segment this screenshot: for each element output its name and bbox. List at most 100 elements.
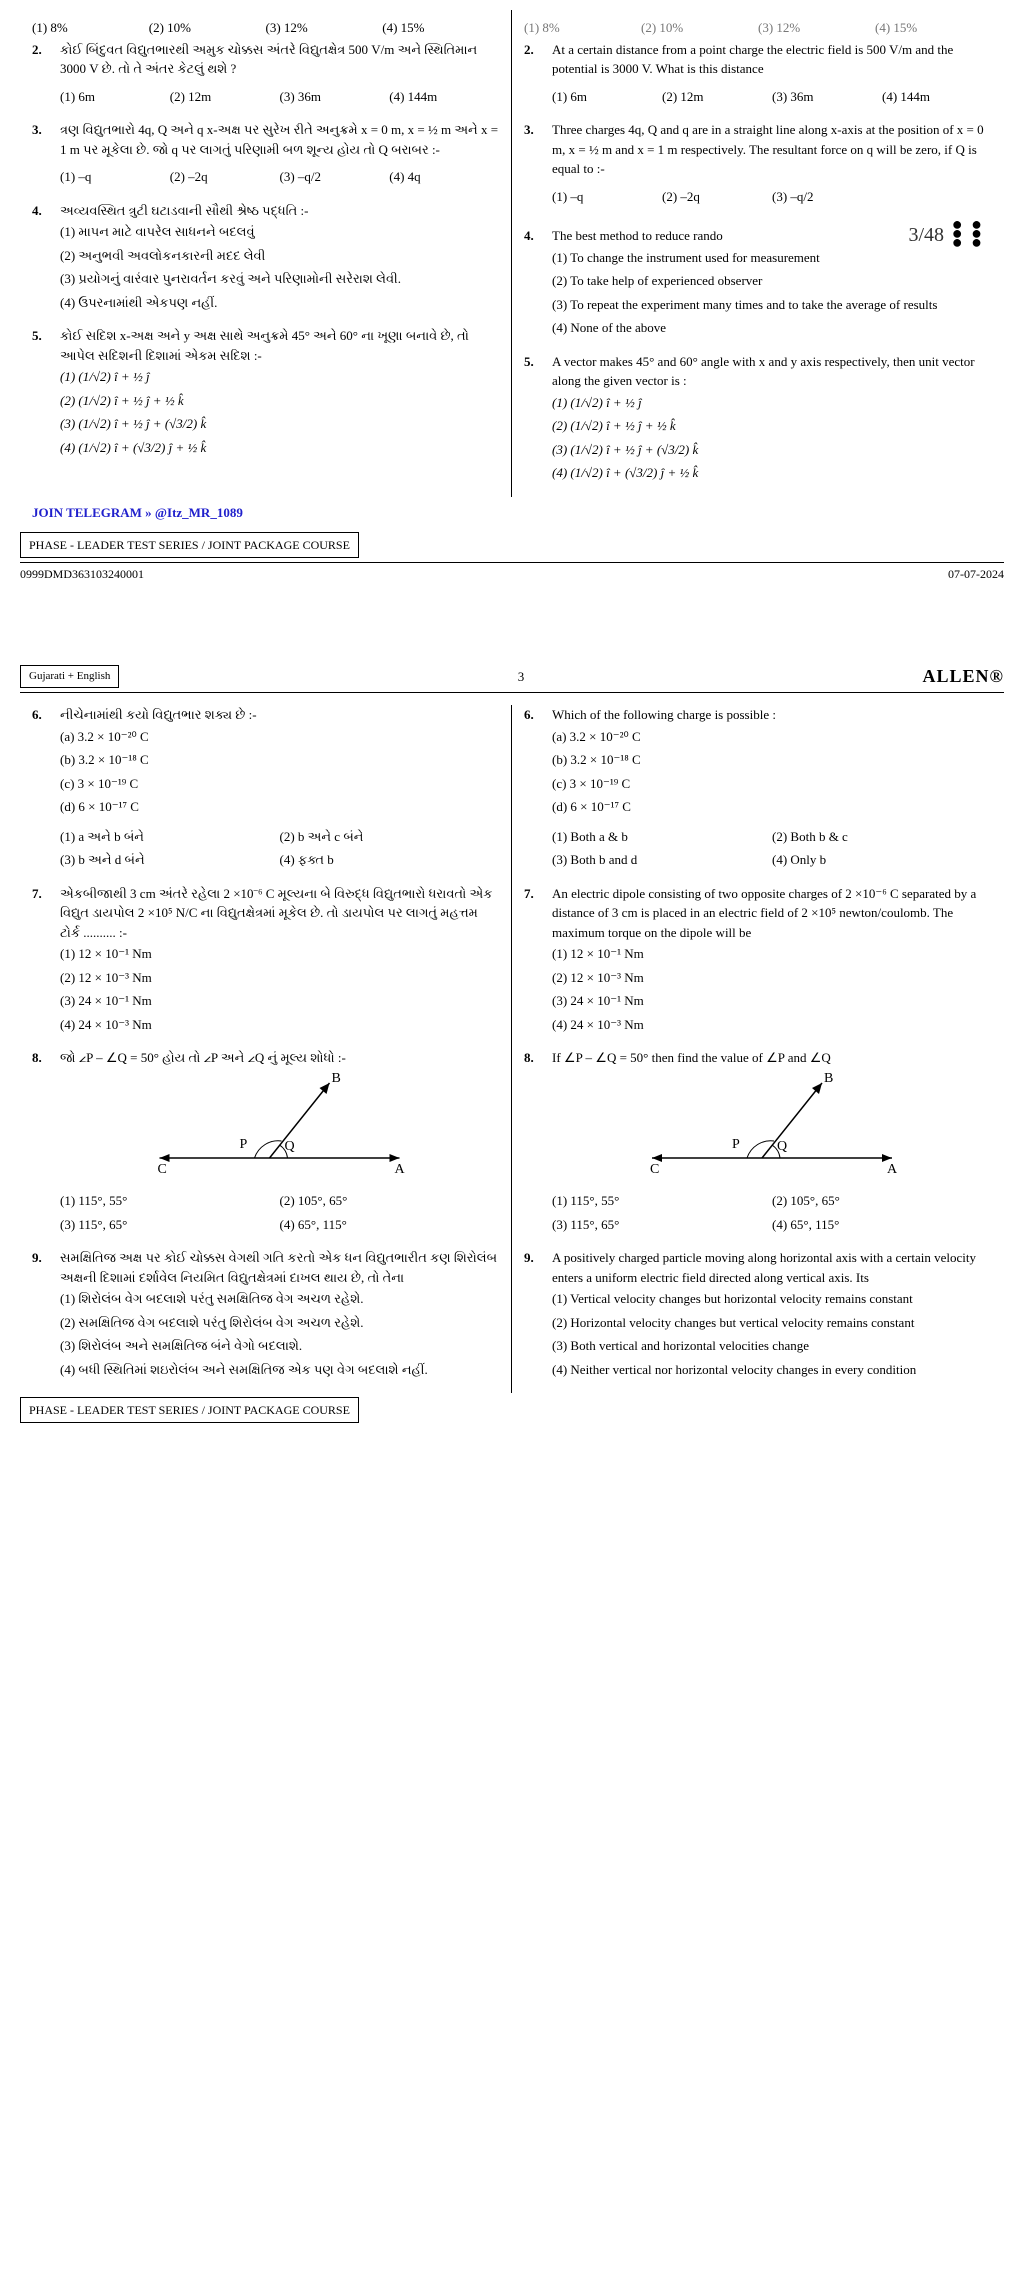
telegram-link[interactable]: JOIN TELEGRAM » @Itz_MR_1089 (20, 497, 1004, 529)
opt: (4) 65°, 115° (280, 1213, 500, 1237)
page-counter: 3/48 (908, 220, 944, 250)
sub-opt: (a) 3.2 × 10⁻²⁰ C (552, 725, 992, 749)
footer-date: 07-07-2024 (948, 565, 1004, 583)
opt: (2) (1/√2) î + ½ ĵ + ½ k̂ (60, 389, 499, 413)
opt: (2) 12 × 10⁻³ Nm (60, 966, 499, 990)
footer: 0999DMD363103240001 07-07-2024 (20, 562, 1004, 583)
opt: (4) 65°, 115° (772, 1213, 992, 1237)
opt: (2) 10% (641, 16, 758, 40)
q-num: 4. (524, 226, 552, 340)
two-column-layout-2: 6. નીચેનામાંથી કયો વિદ્યુતભાર શક્ય છે :-… (20, 705, 1004, 1393)
q-body: કોઈ સદિશ x-અક્ષ અને y અક્ષ સાથે અનુક્રમે… (60, 326, 499, 459)
angle-diagram: B P Q C A (60, 1068, 499, 1178)
q-body: જો ∠P – ∠Q = 50° હોય તો ∠P અને ∠Q નું મૂ… (60, 1048, 499, 1236)
opt: (4) 144m (389, 85, 499, 109)
opt: (1) –q (552, 185, 662, 209)
opt: (4) 4q (389, 165, 499, 189)
opt: (4) બધી સ્થિતિમાં શઇરોલંબ અને સમક્ષિતિજ … (60, 1358, 499, 1382)
lang-label: Gujarati + English (20, 665, 119, 688)
opt: (3) 115°, 65° (60, 1213, 280, 1237)
q-text: If ∠P – ∠Q = 50° then find the value of … (552, 1048, 992, 1068)
q-text: A vector makes 45° and 60° angle with x … (552, 352, 992, 391)
q9-left: 9. સમક્ષિતિજ અક્ષ પર કોઈ ચોક્કસ વેગથી ગત… (32, 1248, 499, 1381)
q-num: 9. (524, 1248, 552, 1381)
opt: (1) Vertical velocity changes but horizo… (552, 1287, 992, 1311)
q4-left: 4. અવ્યવસ્થિત ત્રુટી ઘટાડવાની સૌથી શ્રેષ… (32, 201, 499, 315)
q-num: 4. (32, 201, 60, 315)
allen-logo: ALLEN® (923, 663, 1004, 690)
opt: (3) To repeat the experiment many times … (552, 293, 992, 317)
menu-dots-icon[interactable]: ● ●● ●● ● (952, 220, 984, 247)
q7-left: 7. એકબીજાથી 3 cm અંતરે રહેલા 2 ×10⁻⁶ C મ… (32, 884, 499, 1037)
left-column: (1) 8% (2) 10% (3) 12% (4) 15% 2. કોઈ બિ… (20, 10, 512, 497)
opt: (2) Both b & c (772, 825, 992, 849)
q-body: સમક્ષિતિજ અક્ષ પર કોઈ ચોક્કસ વેગથી ગતિ ક… (60, 1248, 499, 1381)
q-body: Which of the following charge is possibl… (552, 705, 992, 872)
opt: (4) 15% (382, 16, 499, 40)
label-P: P (732, 1137, 740, 1152)
page2-header: Gujarati + English 3 ALLEN® (20, 663, 1004, 693)
opt: (3) b અને d બંને (60, 848, 280, 872)
q-num: 7. (524, 884, 552, 1037)
opt: (3) (1/√2) î + ½ ĵ + (√3/2) k̂ (60, 412, 499, 436)
opt: (2) 105°, 65° (772, 1189, 992, 1213)
sub-opt: (d) 6 × 10⁻¹⁷ C (60, 795, 499, 819)
q-num: 2. (32, 40, 60, 109)
right-column: (1) 8% (2) 10% (3) 12% (4) 15% 2. At a c… (512, 10, 1004, 497)
q-body: એકબીજાથી 3 cm અંતરે રહેલા 2 ×10⁻⁶ C મૂલ્… (60, 884, 499, 1037)
opt: (1) 8% (32, 16, 149, 40)
two-column-layout: (1) 8% (2) 10% (3) 12% (4) 15% 2. કોઈ બિ… (20, 10, 1004, 497)
opt: (3) પ્રયોગનું વારંવાર પુનરાવર્તન કરવું અ… (60, 267, 499, 291)
opt: (4) (1/√2) î + (√3/2) ĵ + ½ k̂ (60, 436, 499, 460)
footer-code: 0999DMD363103240001 (20, 565, 144, 583)
opt: (1) (1/√2) î + ½ ĵ (552, 391, 992, 415)
label-C: C (650, 1162, 659, 1177)
label-B: B (824, 1071, 833, 1086)
q1-options-left: (1) 8% (2) 10% (3) 12% (4) 15% (32, 16, 499, 40)
opt: (3) Both vertical and horizontal velocit… (552, 1334, 992, 1358)
opt: (2) 12m (662, 85, 772, 109)
q-text: An electric dipole consisting of two opp… (552, 884, 992, 943)
phase-label: PHASE - LEADER TEST SERIES / JOINT PACKA… (20, 532, 359, 558)
q-num: 3. (32, 120, 60, 189)
opt: (1) 12 × 10⁻¹ Nm (60, 942, 499, 966)
opt: (1) 115°, 55° (60, 1189, 280, 1213)
opt: (4) ઉપરનામાંથી એકપણ નહીં. (60, 291, 499, 315)
sub-opt: (d) 6 × 10⁻¹⁷ C (552, 795, 992, 819)
opt: (4) ફક્ત b (280, 848, 500, 872)
sub-opt: (c) 3 × 10⁻¹⁹ C (60, 772, 499, 796)
opt: (3) 24 × 10⁻¹ Nm (552, 989, 992, 1013)
page-number: 3 (518, 667, 525, 687)
opt: (1) માપન માટે વાપરેલ સાધનને બદલવું (60, 220, 499, 244)
q-num: 8. (524, 1048, 552, 1236)
opt: (3) –q/2 (772, 185, 882, 209)
q-num: 7. (32, 884, 60, 1037)
label-C: C (158, 1162, 167, 1177)
opt: (1) a અને b બંને (60, 825, 280, 849)
q3-left: 3. ત્રણ વિદ્યુતભારો 4q, Q અને q x-અક્ષ પ… (32, 120, 499, 189)
opt: (1) શિરોલંબ વેગ બદલાશે પરંતુ સમક્ષિતિજ વ… (60, 1287, 499, 1311)
sub-opt: (b) 3.2 × 10⁻¹⁸ C (552, 748, 992, 772)
q-text: A positively charged particle moving alo… (552, 1248, 992, 1287)
q3-right: 3. Three charges 4q, Q and q are in a st… (524, 120, 992, 208)
opt: (3) Both b and d (552, 848, 772, 872)
q-text: કોઈ સદિશ x-અક્ષ અને y અક્ષ સાથે અનુક્રમે… (60, 326, 499, 365)
opt: (2) (1/√2) î + ½ ĵ + ½ k̂ (552, 414, 992, 438)
q-body: At a certain distance from a point charg… (552, 40, 992, 109)
opt: (4) (1/√2) î + (√3/2) ĵ + ½ k̂ (552, 461, 992, 485)
opt: (2) To take help of experienced observer (552, 269, 992, 293)
opt: (3) 12% (758, 16, 875, 40)
opt: (3) –q/2 (280, 165, 390, 189)
q5-left: 5. કોઈ સદિશ x-અક્ષ અને y અક્ષ સાથે અનુક્… (32, 326, 499, 459)
opt: (1) 115°, 55° (552, 1189, 772, 1213)
opt: (1) Both a & b (552, 825, 772, 849)
right-column-2: 6. Which of the following charge is poss… (512, 705, 1004, 1393)
opt: (1) (1/√2) î + ½ ĵ (60, 365, 499, 389)
opt: (3) 36m (280, 85, 390, 109)
label-P: P (240, 1137, 248, 1152)
q2-left: 2. કોઈ બિંદુવત વિદ્યુતભારથી અમુક ચોક્કસ … (32, 40, 499, 109)
opt: (4) None of the above (552, 316, 992, 340)
opt: (3) 12% (266, 16, 383, 40)
q1-options-right: (1) 8% (2) 10% (3) 12% (4) 15% (524, 16, 992, 40)
label-Q: Q (777, 1139, 787, 1154)
